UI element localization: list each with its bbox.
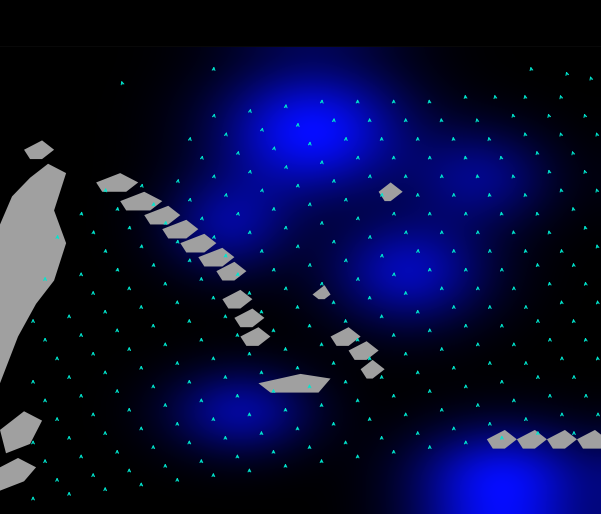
Polygon shape (120, 192, 162, 210)
Text: Secondary Swell energy on Thursday 20 Mar at 5am +11: Secondary Swell energy on Thursday 20 Ma… (42, 6, 559, 24)
Polygon shape (162, 220, 198, 238)
Polygon shape (144, 206, 180, 225)
Polygon shape (222, 290, 252, 308)
Polygon shape (240, 327, 270, 346)
Polygon shape (331, 327, 361, 346)
Polygon shape (24, 140, 54, 159)
Polygon shape (258, 374, 331, 393)
Polygon shape (487, 430, 517, 449)
Polygon shape (577, 430, 601, 449)
Polygon shape (216, 262, 246, 281)
Polygon shape (361, 360, 385, 379)
Polygon shape (0, 164, 66, 514)
Polygon shape (96, 173, 138, 192)
Polygon shape (379, 182, 403, 201)
Polygon shape (349, 341, 379, 360)
Polygon shape (198, 248, 234, 266)
Polygon shape (180, 234, 216, 252)
Polygon shape (547, 430, 577, 449)
Polygon shape (517, 430, 547, 449)
Polygon shape (234, 308, 264, 327)
Text: Arrows show the wind wave direction: Arrows show the wind wave direction (171, 30, 430, 44)
Polygon shape (0, 411, 42, 453)
Polygon shape (313, 285, 331, 299)
Polygon shape (0, 458, 36, 491)
